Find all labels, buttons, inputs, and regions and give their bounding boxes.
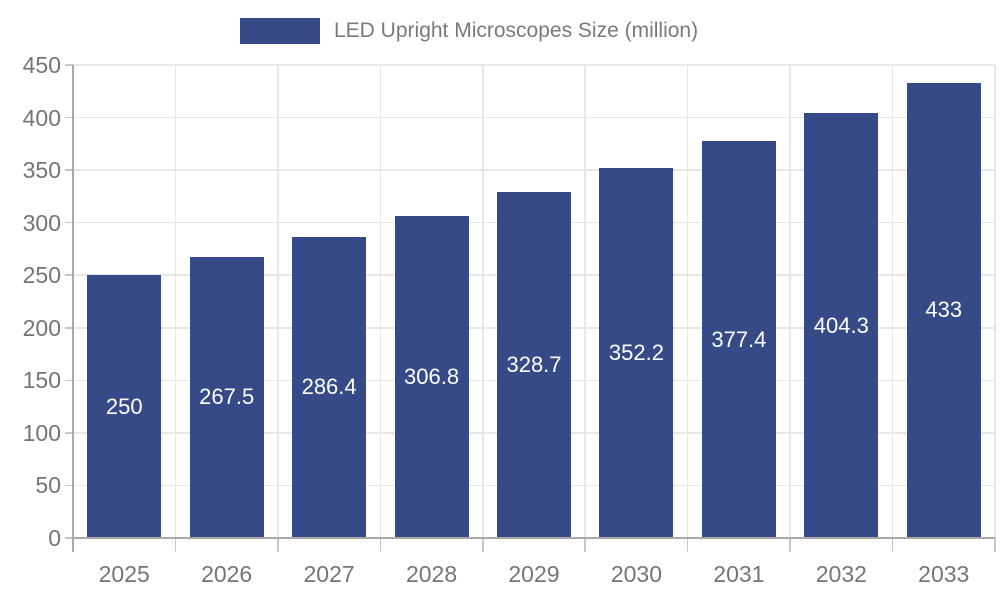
y-tick-mark: [65, 64, 73, 66]
category-gridline: [686, 65, 689, 538]
y-gridline: [73, 64, 995, 66]
bar: [189, 256, 264, 538]
bar-value-label: 352.2: [608, 339, 664, 365]
bar-value-label: 328.7: [506, 352, 562, 378]
y-tick-label: 200: [22, 314, 61, 341]
x-tick-mark: [994, 538, 996, 552]
bar-value-label: 306.8: [404, 363, 460, 389]
category-gridline: [482, 65, 484, 538]
legend-swatch: [240, 18, 320, 44]
y-tick-mark: [65, 537, 73, 539]
x-axis-line: [73, 537, 995, 539]
bar: [804, 113, 879, 538]
x-tick-mark: [379, 538, 382, 552]
legend-label: LED Upright Microscopes Size (million): [334, 19, 699, 42]
y-axis-line: [72, 65, 74, 552]
category-gridline: [379, 65, 382, 538]
category-gridline: [891, 65, 894, 538]
bar-value-label: 433: [925, 297, 963, 323]
x-tick-label: 2030: [610, 561, 663, 587]
y-tick-label: 150: [22, 367, 61, 394]
legend[interactable]: LED Upright Microscopes Size (million): [240, 18, 698, 44]
y-tick-label: 350: [22, 157, 61, 184]
x-tick-mark: [891, 538, 894, 552]
y-tick-mark: [65, 432, 73, 434]
x-tick-label: 2026: [201, 561, 253, 587]
x-tick-label: 2028: [405, 561, 458, 587]
bar: [87, 275, 162, 538]
category-gridline: [994, 65, 996, 538]
y-gridline: [73, 169, 995, 171]
y-tick-mark: [65, 221, 73, 224]
x-tick-label: 2032: [815, 561, 867, 587]
bar: [497, 192, 571, 538]
category-gridline: [584, 65, 586, 538]
x-tick-mark: [174, 538, 177, 552]
y-tick-mark: [65, 484, 73, 487]
bar: [599, 167, 674, 538]
x-tick-label: 2029: [508, 561, 560, 587]
x-tick-mark: [584, 538, 586, 552]
bar: [701, 141, 776, 538]
y-tick-label: 300: [22, 209, 61, 236]
y-tick-mark: [65, 274, 73, 276]
bar-value-label: 404.3: [813, 312, 869, 338]
x-tick-label: 2025: [98, 561, 150, 587]
y-tick-mark: [65, 379, 73, 382]
y-tick-label: 50: [35, 472, 61, 499]
y-tick-mark: [65, 116, 73, 119]
bar-value-label: 377.4: [711, 326, 767, 352]
bar-value-label: 286.4: [301, 374, 357, 400]
bar: [292, 236, 367, 538]
x-tick-mark: [686, 538, 689, 552]
x-tick-label: 2031: [713, 561, 765, 587]
y-tick-label: 400: [22, 104, 61, 131]
y-tick-label: 0: [48, 525, 61, 551]
x-tick-mark: [789, 538, 791, 552]
category-gridline: [174, 65, 177, 538]
y-tick-label: 100: [22, 419, 61, 446]
category-gridline: [789, 65, 791, 538]
bar-value-label: 250: [105, 393, 143, 419]
y-tick-mark: [65, 327, 73, 329]
y-tick-label: 450: [22, 52, 61, 78]
bar: [394, 215, 469, 538]
y-tick-label: 250: [22, 262, 61, 289]
x-tick-label: 2027: [303, 561, 355, 587]
y-gridline: [73, 116, 995, 119]
x-tick-label: 2033: [918, 561, 970, 587]
x-tick-mark: [482, 538, 484, 552]
bar-value-label: 267.5: [199, 384, 255, 410]
bar: [906, 82, 981, 538]
y-tick-mark: [65, 169, 73, 171]
category-gridline: [277, 65, 279, 538]
x-tick-mark: [277, 538, 279, 552]
